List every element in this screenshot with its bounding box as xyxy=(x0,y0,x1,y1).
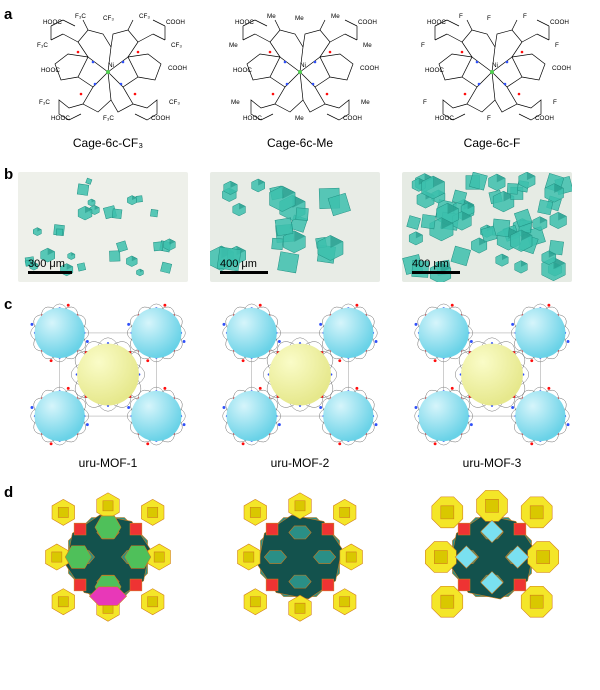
scalebar xyxy=(412,271,460,274)
scalebar-label: 400 μm xyxy=(412,258,449,270)
svg-text:COOH: COOH xyxy=(550,19,569,26)
svg-text:F₃C: F₃C xyxy=(37,42,48,49)
crystal-structure-2: uru-MOF-2 xyxy=(210,302,390,470)
svg-text:COOH: COOH xyxy=(166,19,185,26)
mol-structure-3: HOOC COOH HOOC COOH HOOC COOH F F F F F F F F Ni Cage-6… xyxy=(402,12,582,150)
svg-text:HOOC: HOOC xyxy=(43,19,62,26)
micrograph-3: 400 μm xyxy=(402,172,582,282)
micrograph-2: 400 μm xyxy=(210,172,390,282)
crystal-structure-3: uru-MOF-3 xyxy=(402,302,582,470)
svg-text:COOH: COOH xyxy=(552,65,571,72)
mol-caption-3: Cage-6c-F xyxy=(402,136,582,150)
polyhedra-3 xyxy=(402,490,582,630)
svg-text:HOOC: HOOC xyxy=(425,67,444,74)
scalebar xyxy=(220,271,268,274)
svg-text:F: F xyxy=(487,115,491,122)
svg-text:F: F xyxy=(553,99,557,106)
svg-text:Ni: Ni xyxy=(300,62,306,69)
scalebar-label: 300 μm xyxy=(28,258,65,270)
svg-text:CF₃: CF₃ xyxy=(139,13,150,20)
svg-text:CF₃: CF₃ xyxy=(171,42,182,49)
svg-text:F: F xyxy=(421,42,425,49)
panel-label-c: c xyxy=(4,296,12,313)
svg-text:F: F xyxy=(423,99,427,106)
panel-label-d: d xyxy=(4,484,13,501)
svg-text:COOH: COOH xyxy=(343,115,362,122)
svg-text:CF₃: CF₃ xyxy=(103,15,114,22)
svg-text:F₃C: F₃C xyxy=(103,115,114,122)
svg-text:Me: Me xyxy=(231,99,240,106)
micrograph-1: 300 μm xyxy=(18,172,198,282)
svg-text:CF₃: CF₃ xyxy=(169,99,180,106)
svg-text:COOH: COOH xyxy=(535,115,554,122)
svg-text:F: F xyxy=(459,13,463,20)
crystal-caption-3: uru-MOF-3 xyxy=(402,456,582,470)
panel-label-b: b xyxy=(4,166,13,183)
svg-text:Me: Me xyxy=(363,42,372,49)
svg-text:Me: Me xyxy=(229,42,238,49)
svg-text:Me: Me xyxy=(331,13,340,20)
mol-structure-2: HOOC COOH HOOC COOH HOOC COOH Me Me Me Me Me Me Me Me… xyxy=(210,12,390,150)
mol-caption-2: Cage-6c-Me xyxy=(210,136,390,150)
panel-label-a: a xyxy=(4,6,12,23)
svg-text:F: F xyxy=(523,13,527,20)
svg-text:F: F xyxy=(555,42,559,49)
mol-caption-1: Cage-6c-CF₃ xyxy=(18,136,198,150)
svg-text:COOH: COOH xyxy=(151,115,170,122)
crystal-structure-1: uru-MOF-1 xyxy=(18,302,198,470)
crystal-caption-2: uru-MOF-2 xyxy=(210,456,390,470)
svg-text:Me: Me xyxy=(295,15,304,22)
svg-text:HOOC: HOOC xyxy=(233,67,252,74)
svg-text:HOOC: HOOC xyxy=(51,115,70,122)
svg-text:Ni: Ni xyxy=(492,62,498,69)
svg-text:F₃C: F₃C xyxy=(75,13,86,20)
svg-text:COOH: COOH xyxy=(360,65,379,72)
crystal-caption-1: uru-MOF-1 xyxy=(18,456,198,470)
svg-text:HOOC: HOOC xyxy=(243,115,262,122)
polyhedra-1 xyxy=(18,490,198,630)
svg-text:F: F xyxy=(487,15,491,22)
mol-structure-1: HOOC COOH HOOC COOH HOOC COOH F₃C CF₃ F₃C CF₃ F₃C C… xyxy=(18,12,198,150)
scalebar-label: 400 μm xyxy=(220,258,257,270)
svg-text:Me: Me xyxy=(267,13,276,20)
svg-text:F₃C: F₃C xyxy=(39,99,50,106)
scalebar xyxy=(28,271,72,274)
svg-text:COOH: COOH xyxy=(168,65,187,72)
svg-text:HOOC: HOOC xyxy=(235,19,254,26)
svg-text:HOOC: HOOC xyxy=(427,19,446,26)
svg-text:COOH: COOH xyxy=(358,19,377,26)
svg-text:Me: Me xyxy=(295,115,304,122)
svg-text:Ni: Ni xyxy=(108,62,114,69)
svg-text:HOOC: HOOC xyxy=(41,67,60,74)
svg-text:HOOC: HOOC xyxy=(435,115,454,122)
polyhedra-2 xyxy=(210,490,390,630)
svg-text:Me: Me xyxy=(361,99,370,106)
